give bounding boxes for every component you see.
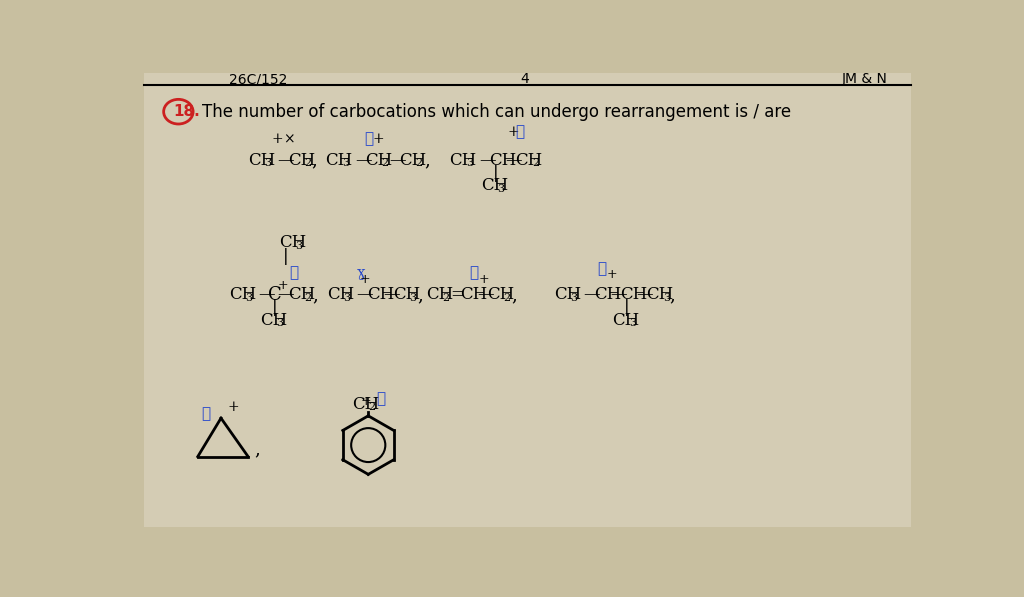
Text: CH: CH: [621, 287, 647, 303]
Text: ,: ,: [254, 440, 260, 458]
Text: ✓: ✓: [469, 266, 478, 281]
Text: 3: 3: [342, 158, 349, 168]
Text: +: +: [227, 399, 239, 414]
Text: |: |: [624, 298, 630, 316]
Text: ,: ,: [424, 151, 430, 169]
Text: +: +: [278, 279, 288, 292]
Text: ✓: ✓: [597, 261, 606, 276]
Text: ,: ,: [417, 286, 423, 304]
Text: +: +: [360, 395, 371, 408]
Text: ,: ,: [669, 286, 675, 304]
Text: +: +: [271, 133, 283, 146]
Text: +: +: [508, 125, 519, 139]
Text: —: —: [258, 287, 274, 303]
Text: CH: CH: [594, 287, 621, 303]
Text: 2: 2: [381, 158, 388, 168]
Text: CH: CH: [260, 312, 287, 329]
Text: +: +: [372, 133, 384, 146]
Text: CH: CH: [352, 396, 379, 413]
Text: ✓: ✓: [376, 392, 385, 406]
Text: —: —: [389, 152, 406, 169]
Text: —: —: [278, 152, 294, 169]
Text: —: —: [383, 287, 399, 303]
Text: ,: ,: [311, 151, 317, 169]
Text: CH: CH: [480, 177, 508, 194]
Text: CH: CH: [489, 152, 516, 169]
Text: 2: 2: [531, 158, 539, 168]
Text: —: —: [278, 287, 294, 303]
Text: CH: CH: [328, 287, 354, 303]
Text: ,: ,: [312, 286, 318, 304]
Text: CH: CH: [399, 152, 427, 169]
Text: 26C/152: 26C/152: [228, 72, 287, 87]
Text: CH: CH: [554, 287, 582, 303]
Text: —: —: [584, 287, 600, 303]
Text: 3: 3: [343, 293, 350, 303]
Text: ✓: ✓: [202, 407, 211, 421]
Text: CH: CH: [288, 287, 315, 303]
Text: ✓: ✓: [289, 266, 298, 281]
Text: 3: 3: [466, 158, 473, 168]
Text: +: +: [479, 273, 489, 286]
Text: 3: 3: [276, 318, 284, 328]
Text: CH: CH: [288, 152, 315, 169]
Text: CH: CH: [326, 152, 353, 169]
Text: 2: 2: [503, 293, 510, 303]
Text: =: =: [451, 287, 464, 303]
Text: CH: CH: [450, 152, 477, 169]
Text: 3: 3: [497, 184, 504, 193]
Text: CH: CH: [366, 152, 392, 169]
Text: 2: 2: [304, 158, 311, 168]
Text: |: |: [283, 248, 289, 265]
Text: C: C: [268, 286, 282, 304]
FancyBboxPatch shape: [143, 73, 910, 528]
Text: CH: CH: [228, 287, 256, 303]
Text: —: —: [479, 152, 496, 169]
Text: 2: 2: [416, 158, 423, 168]
Text: CH: CH: [280, 234, 306, 251]
Text: CH: CH: [486, 287, 514, 303]
Text: ✓: ✓: [515, 125, 524, 139]
Text: 2: 2: [304, 293, 311, 303]
Text: CH: CH: [248, 152, 275, 169]
Text: CH: CH: [515, 152, 543, 169]
Text: 2: 2: [442, 293, 450, 303]
Text: CH: CH: [367, 287, 394, 303]
Text: 3: 3: [570, 293, 578, 303]
Text: CH: CH: [646, 287, 674, 303]
Text: CH: CH: [612, 312, 640, 329]
Text: —: —: [610, 287, 627, 303]
Text: JM & N: JM & N: [842, 72, 888, 87]
Text: ,: ,: [511, 286, 516, 304]
Text: 18.: 18.: [173, 104, 200, 119]
Text: +: +: [359, 273, 371, 286]
Text: 3: 3: [629, 318, 636, 328]
Text: ✓: ✓: [365, 133, 374, 146]
Text: The number of carbocations which can undergo rearrangement is / are: The number of carbocations which can und…: [202, 103, 791, 121]
Text: |: |: [271, 298, 278, 316]
Text: —: —: [477, 287, 494, 303]
Text: 3: 3: [264, 158, 271, 168]
Text: CH: CH: [461, 287, 487, 303]
Text: 3: 3: [663, 293, 670, 303]
Text: —: —: [356, 287, 374, 303]
Text: —: —: [636, 287, 653, 303]
Text: +: +: [607, 269, 617, 281]
Text: —: —: [355, 152, 372, 169]
Text: |: |: [493, 165, 499, 181]
Text: 2: 2: [369, 402, 376, 413]
Text: 3: 3: [295, 241, 302, 251]
Text: CH: CH: [393, 287, 420, 303]
Text: ɣ: ɣ: [356, 266, 365, 281]
Text: 3: 3: [245, 293, 252, 303]
Text: —: —: [506, 152, 522, 169]
Text: CH: CH: [426, 287, 454, 303]
Text: 3: 3: [410, 293, 417, 303]
Text: 4: 4: [520, 72, 529, 87]
Text: ×: ×: [283, 133, 295, 146]
